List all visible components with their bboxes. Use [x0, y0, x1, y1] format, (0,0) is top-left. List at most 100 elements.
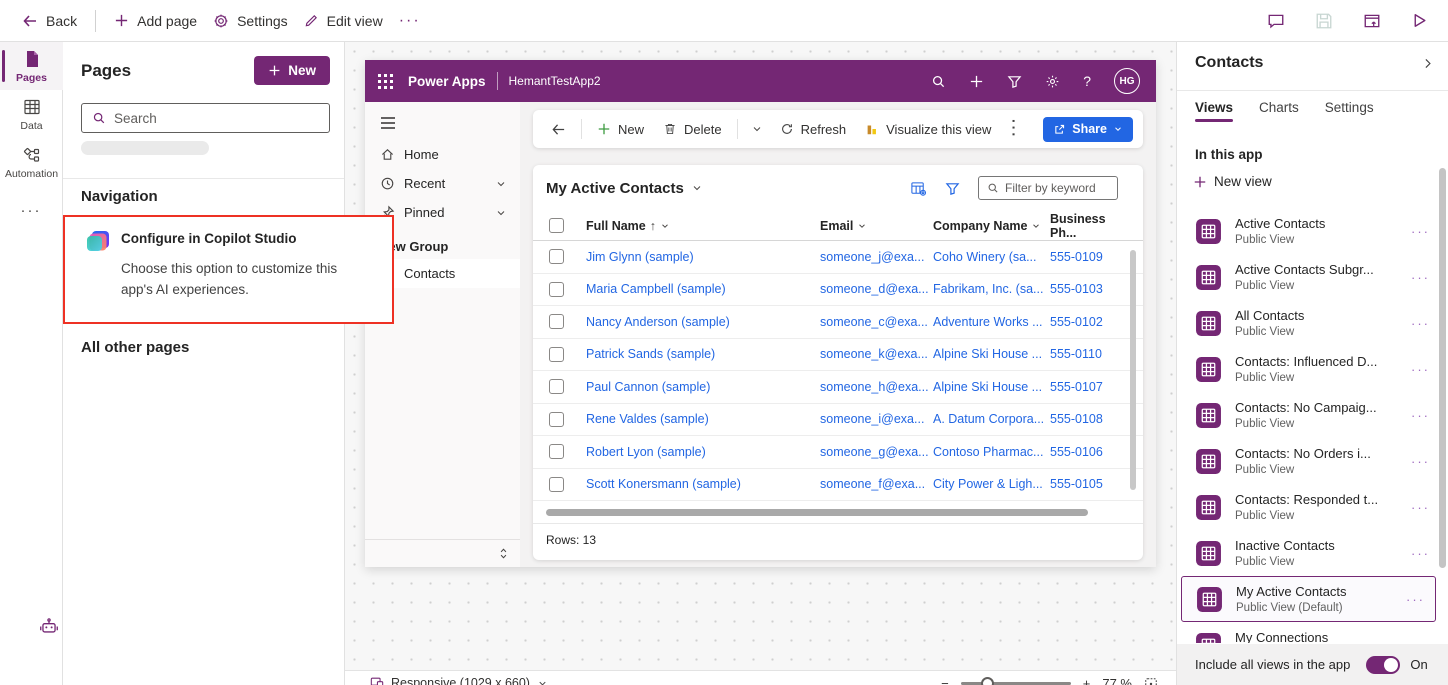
- row-checkbox[interactable]: [549, 379, 564, 395]
- view-more-button[interactable]: ···: [1406, 591, 1425, 607]
- keyword-filter-input[interactable]: [1005, 181, 1105, 195]
- grid-horizontal-scrollbar[interactable]: [546, 509, 1088, 516]
- view-item[interactable]: Inactive Contacts Public View ···: [1177, 530, 1440, 576]
- table-row[interactable]: Maria Campbell (sample) someone_d@exa... F…: [533, 274, 1143, 306]
- contact-email-link[interactable]: someone_j@exa...: [820, 249, 925, 264]
- search-icon[interactable]: [931, 74, 946, 89]
- topbar-more-button[interactable]: ···: [398, 11, 421, 29]
- contact-company-link[interactable]: A. Datum Corpora...: [933, 412, 1045, 427]
- row-checkbox[interactable]: [549, 281, 564, 297]
- column-header-full-name[interactable]: Full Name ↑: [586, 219, 820, 233]
- add-page-button[interactable]: Add page: [106, 7, 205, 35]
- view-more-button[interactable]: ···: [1411, 453, 1430, 469]
- edit-filters-icon[interactable]: [945, 181, 960, 196]
- avatar[interactable]: HG: [1114, 68, 1140, 94]
- chevron-down-icon[interactable]: [747, 123, 767, 135]
- zoom-out-button[interactable]: −: [941, 676, 949, 685]
- commandbar-overflow-button[interactable]: ···: [1006, 119, 1023, 139]
- contact-company-link[interactable]: Adventure Works ...: [933, 314, 1043, 329]
- refresh-button[interactable]: Refresh: [774, 118, 853, 141]
- contact-name-link[interactable]: Patrick Sands (sample): [586, 347, 716, 362]
- table-row[interactable]: Robert Lyon (sample) someone_g@exa... Cont…: [533, 436, 1143, 469]
- contact-name-link[interactable]: Maria Campbell (sample): [586, 282, 726, 297]
- view-item[interactable]: All Contacts Public View ···: [1177, 300, 1440, 346]
- view-item[interactable]: Contacts: Influenced D... Public View ···: [1177, 346, 1440, 392]
- keyword-filter-box[interactable]: [978, 176, 1118, 200]
- hamburger-menu-icon[interactable]: [365, 102, 520, 140]
- view-more-button[interactable]: ···: [1411, 499, 1430, 515]
- contact-phone-link[interactable]: 555-0105: [1050, 477, 1103, 492]
- column-header-email[interactable]: Email: [820, 219, 933, 233]
- responsive-size-selector[interactable]: Responsive (1029 x 660): [370, 676, 548, 685]
- contact-phone-link[interactable]: 555-0108: [1050, 412, 1103, 427]
- publish-icon[interactable]: [1363, 12, 1381, 30]
- tab-charts[interactable]: Charts: [1259, 100, 1299, 115]
- sitemap-item-home[interactable]: Home: [365, 140, 520, 169]
- contact-name-link[interactable]: Jim Glynn (sample): [586, 249, 694, 264]
- panel-scrollbar[interactable]: [1439, 168, 1446, 568]
- column-header-company[interactable]: Company Name: [933, 219, 1050, 233]
- contact-phone-link[interactable]: 555-0103: [1050, 282, 1103, 297]
- view-more-button[interactable]: ···: [1411, 545, 1430, 561]
- view-more-button[interactable]: ···: [1411, 361, 1430, 377]
- grid-vertical-scrollbar[interactable]: [1130, 250, 1136, 490]
- contact-name-link[interactable]: Scott Konersmann (sample): [586, 477, 741, 492]
- pages-search-input[interactable]: [114, 110, 294, 126]
- contact-email-link[interactable]: someone_g@exa...: [820, 444, 929, 459]
- share-button[interactable]: Share: [1043, 116, 1133, 142]
- select-all-checkbox[interactable]: [549, 218, 564, 233]
- visualize-view-button[interactable]: Visualize this view: [859, 118, 997, 141]
- contact-phone-link[interactable]: 555-0109: [1050, 249, 1103, 264]
- collapse-chevrons-icon[interactable]: [497, 546, 510, 561]
- row-checkbox[interactable]: [549, 476, 564, 492]
- contact-name-link[interactable]: Robert Lyon (sample): [586, 444, 706, 459]
- new-page-button[interactable]: New: [254, 56, 330, 85]
- contact-name-link[interactable]: Nancy Anderson (sample): [586, 314, 730, 329]
- column-header-phone[interactable]: Business Ph...: [1050, 212, 1129, 240]
- contact-email-link[interactable]: someone_d@exa...: [820, 282, 929, 297]
- pages-search-box[interactable]: [81, 103, 330, 133]
- waffle-icon[interactable]: [378, 73, 393, 89]
- row-checkbox[interactable]: [549, 444, 564, 460]
- power-apps-brand[interactable]: Power Apps: [408, 73, 486, 89]
- new-record-button[interactable]: New: [591, 118, 650, 141]
- settings-button[interactable]: Settings: [205, 7, 296, 35]
- table-row[interactable]: Paul Cannon (sample) someone_h@exa... Alpi…: [533, 371, 1143, 404]
- table-row[interactable]: Jim Glynn (sample) someone_j@exa... Coho W…: [533, 241, 1143, 274]
- contact-company-link[interactable]: Fabrikam, Inc. (sa...: [933, 282, 1044, 297]
- view-more-button[interactable]: ···: [1411, 315, 1430, 331]
- copilot-studio-callout[interactable]: Configure in Copilot Studio Choose this …: [63, 215, 394, 324]
- contact-company-link[interactable]: Contoso Pharmac...: [933, 444, 1044, 459]
- zoom-in-button[interactable]: +: [1082, 676, 1091, 685]
- rail-item-data[interactable]: Data: [0, 90, 63, 138]
- chevron-down-icon[interactable]: [495, 178, 507, 190]
- contact-phone-link[interactable]: 555-0102: [1050, 314, 1103, 329]
- view-item-clipped[interactable]: My ConnectionsPublic View: [1177, 622, 1440, 643]
- table-row[interactable]: Scott Konersmann (sample) someone_f@exa..…: [533, 469, 1143, 501]
- contact-company-link[interactable]: Coho Winery (sa...: [933, 249, 1037, 264]
- rail-item-automation[interactable]: Automation: [0, 138, 63, 186]
- edit-columns-icon[interactable]: [910, 180, 927, 197]
- new-view-button[interactable]: New view: [1193, 174, 1272, 189]
- row-checkbox[interactable]: [549, 249, 564, 265]
- sitemap-item-recent[interactable]: Recent: [365, 169, 520, 198]
- contact-phone-link[interactable]: 555-0110: [1050, 347, 1102, 362]
- contact-email-link[interactable]: someone_f@exa...: [820, 477, 926, 492]
- contact-company-link[interactable]: Alpine Ski House ...: [933, 379, 1043, 394]
- view-item-selected[interactable]: My Active Contacts Public View (Default) …: [1181, 576, 1436, 622]
- view-item[interactable]: Contacts: No Campaig... Public View ···: [1177, 392, 1440, 438]
- row-checkbox[interactable]: [549, 314, 564, 330]
- contact-name-link[interactable]: Paul Cannon (sample): [586, 379, 711, 394]
- table-row[interactable]: Rene Valdes (sample) someone_i@exa... A. D…: [533, 404, 1143, 436]
- chevron-right-icon[interactable]: [1421, 57, 1434, 70]
- view-item[interactable]: Contacts: Responded t... Public View ···: [1177, 484, 1440, 530]
- contact-email-link[interactable]: someone_c@exa...: [820, 314, 928, 329]
- contact-phone-link[interactable]: 555-0106: [1050, 444, 1103, 459]
- grid-back-button[interactable]: [545, 118, 572, 141]
- tab-settings[interactable]: Settings: [1324, 100, 1374, 115]
- fit-to-screen-icon[interactable]: [1144, 677, 1158, 685]
- edit-view-button[interactable]: Edit view: [296, 7, 391, 35]
- delete-button[interactable]: Delete: [657, 118, 728, 141]
- zoom-slider[interactable]: [960, 677, 1071, 685]
- view-item[interactable]: Active Contacts Subgr... Public View ···: [1177, 254, 1440, 300]
